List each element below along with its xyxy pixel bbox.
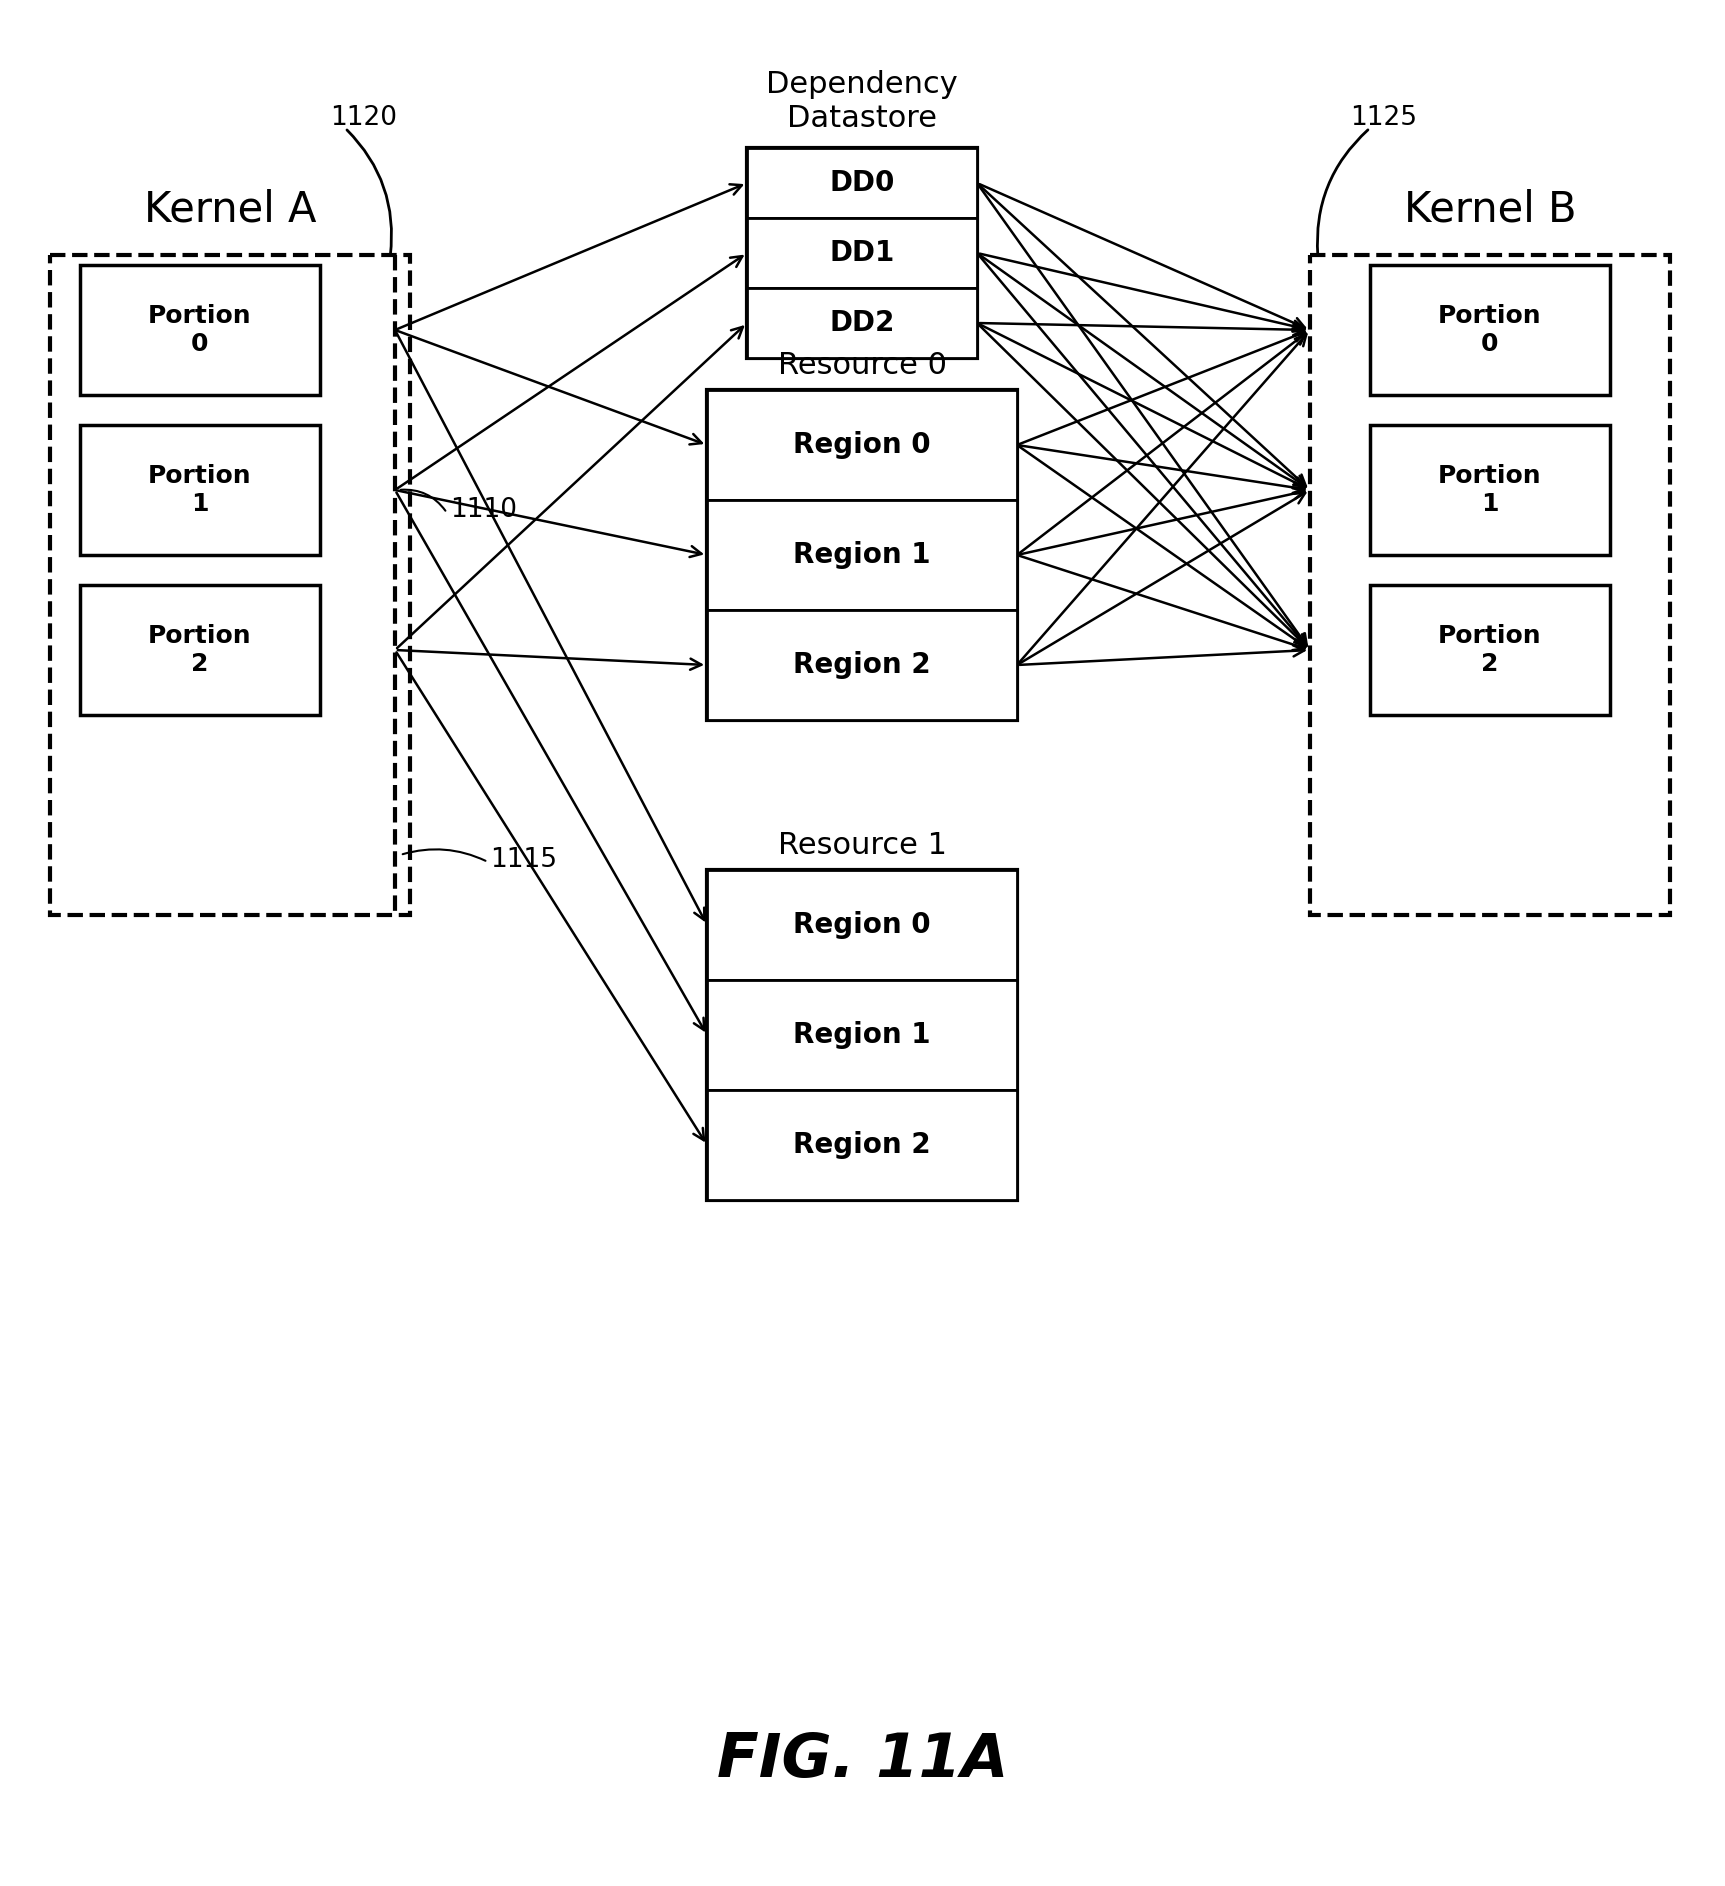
Bar — [707, 981, 1018, 1090]
Text: Portion
1: Portion 1 — [1439, 464, 1542, 517]
Text: Kernel B: Kernel B — [1404, 189, 1577, 230]
Bar — [1370, 424, 1609, 554]
Bar — [707, 500, 1018, 609]
Text: 1125: 1125 — [1351, 106, 1416, 130]
Text: Portion
2: Portion 2 — [148, 624, 252, 675]
Text: Portion
0: Portion 0 — [148, 304, 252, 356]
Bar — [50, 255, 411, 915]
Text: Region 2: Region 2 — [794, 1132, 932, 1160]
Bar — [707, 390, 1018, 720]
Bar — [747, 147, 976, 358]
Bar — [79, 424, 321, 554]
Bar — [707, 869, 1018, 981]
Text: Region 1: Region 1 — [794, 541, 932, 570]
Text: Region 2: Region 2 — [794, 651, 932, 679]
Text: DD0: DD0 — [830, 170, 895, 196]
Bar — [1370, 585, 1609, 715]
Text: DD2: DD2 — [830, 309, 895, 338]
Text: Resource 1: Resource 1 — [778, 832, 947, 860]
Bar — [747, 219, 976, 289]
Bar — [79, 585, 321, 715]
Text: Portion
1: Portion 1 — [148, 464, 252, 517]
Bar — [707, 390, 1018, 500]
Text: Region 0: Region 0 — [794, 432, 932, 458]
Text: Portion
0: Portion 0 — [1439, 304, 1542, 356]
Bar — [79, 266, 321, 394]
Bar — [707, 1090, 1018, 1199]
Text: 1115: 1115 — [490, 847, 557, 873]
Bar — [707, 609, 1018, 720]
Text: Kernel A: Kernel A — [143, 189, 316, 230]
Text: Dependency
Datastore: Dependency Datastore — [766, 70, 957, 134]
Bar — [1309, 255, 1670, 915]
Text: Resource 0: Resource 0 — [778, 351, 947, 379]
Text: Region 0: Region 0 — [794, 911, 932, 939]
Bar — [1370, 266, 1609, 394]
Text: Region 1: Region 1 — [794, 1020, 932, 1049]
Bar — [747, 147, 976, 219]
Text: 1110: 1110 — [450, 498, 518, 522]
Bar — [747, 289, 976, 358]
Text: 1120: 1120 — [329, 106, 397, 130]
Text: FIG. 11A: FIG. 11A — [718, 1731, 1007, 1790]
Text: DD1: DD1 — [830, 240, 895, 268]
Bar — [707, 869, 1018, 1199]
Text: Portion
2: Portion 2 — [1439, 624, 1542, 675]
